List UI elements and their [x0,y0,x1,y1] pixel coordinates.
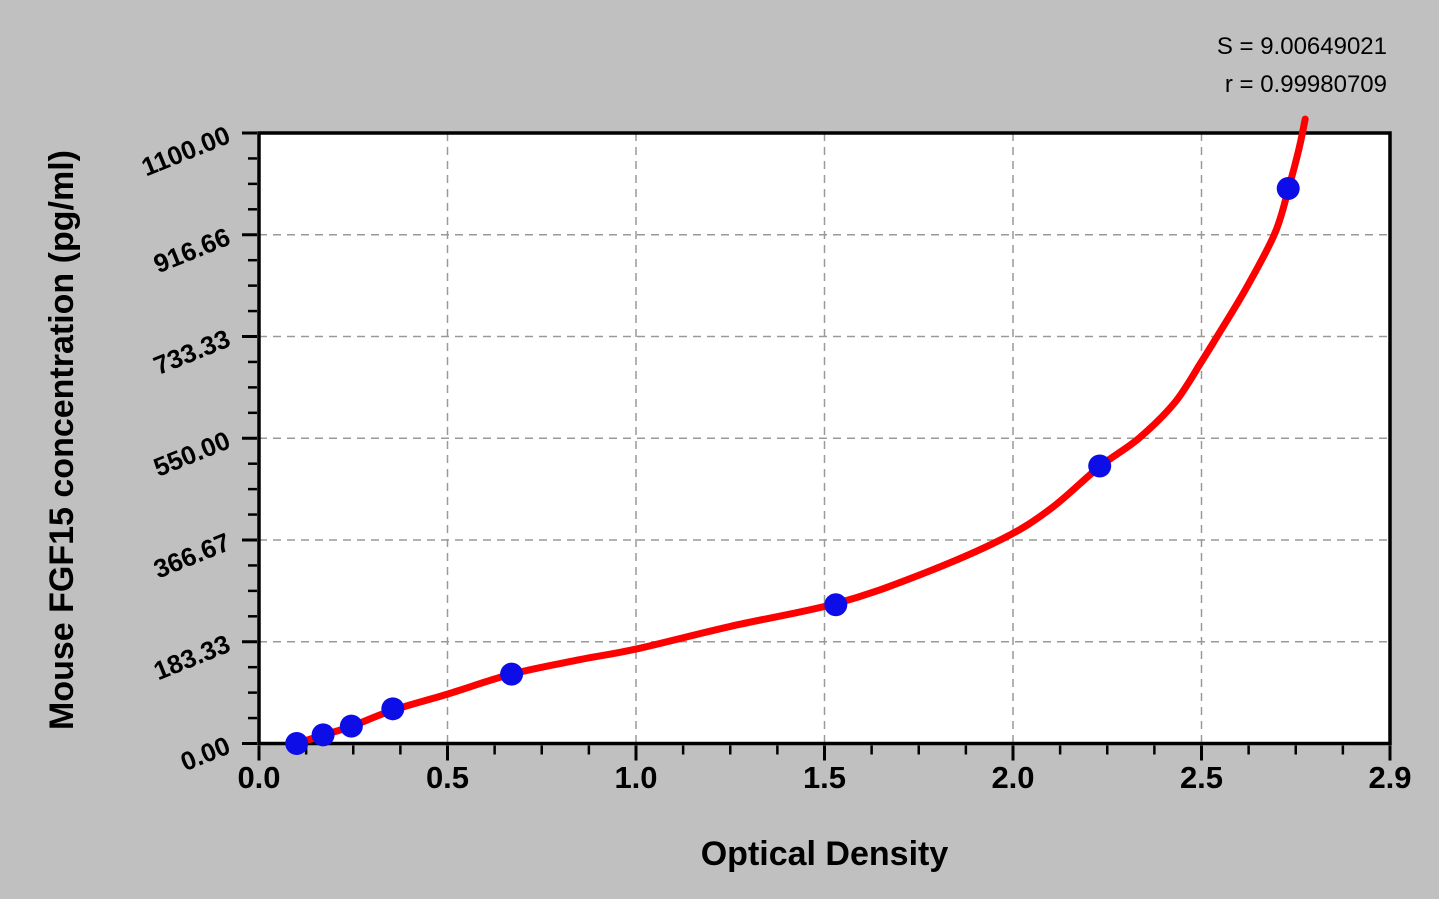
plot-frame [257,131,1392,746]
y-tick-label: 0.00 [176,730,234,777]
data-point [381,697,405,721]
x-tick-label: 0.0 [237,760,280,795]
data-point [1088,454,1112,478]
x-tick-label: 2.9 [1368,760,1411,795]
x-tick-label: 2.0 [991,760,1034,795]
x-tick-label: 2.5 [1180,760,1223,795]
x-tick-label: 0.5 [426,760,469,795]
y-axis-title: Mouse FGF15 concentration (pg/ml) [43,150,81,730]
fit-statistics: S = 9.00649021 r = 0.99980709 [1217,28,1387,104]
x-tick-label: 1.5 [803,760,846,795]
data-point [285,732,309,755]
data-point [500,662,524,686]
s-value: S = 9.00649021 [1216,33,1387,60]
y-tick-label: 916.66 [149,222,234,280]
y-tick-label: 550.00 [149,425,234,483]
data-point [824,593,848,617]
y-tick-label: 733.33 [149,323,234,381]
y-tick-label: 183.33 [149,628,234,686]
x-axis-title: Optical Density [700,835,949,873]
data-point [1276,177,1300,200]
data-point [311,723,335,747]
y-tick-label: 366.67 [149,527,234,585]
x-tick-label: 1.0 [614,760,657,795]
r-value: r = 0.99980709 [1224,71,1387,98]
y-tick-label: 1100.00 [137,120,234,182]
data-point [339,714,363,738]
